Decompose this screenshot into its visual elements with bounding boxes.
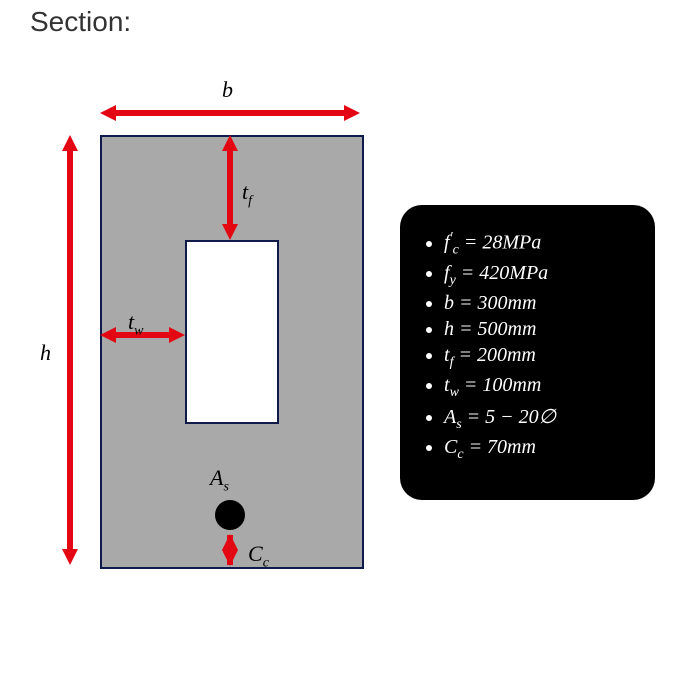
dim-h: h — [40, 340, 51, 366]
param-item-1: fy = 420MPa — [444, 262, 633, 289]
param-item-7: Cc = 70mm — [444, 436, 633, 463]
page-title: Section: — [30, 6, 131, 38]
param-item-0: f′c = 28MPa — [444, 230, 633, 259]
dim-tw: tw — [128, 309, 143, 339]
rebar-dot — [215, 500, 245, 530]
diagram-stage: b h tf tw Cc As f′c = 28MPa fy = 420MPa b = 300… — [0, 55, 673, 655]
param-item-4: tf = 200mm — [444, 344, 633, 371]
param-item-3: h = 500mm — [444, 318, 633, 341]
dim-cc: Cc — [248, 541, 269, 571]
param-item-5: tw = 100mm — [444, 374, 633, 401]
dim-b: b — [222, 77, 233, 103]
section-void — [185, 240, 279, 424]
parameter-panel: f′c = 28MPa fy = 420MPa b = 300mm h = 500mm… — [400, 205, 655, 500]
param-item-6: As = 5 − 20∅ — [444, 404, 633, 433]
dim-tf: tf — [242, 179, 252, 209]
param-item-2: b = 300mm — [444, 292, 633, 315]
label-As: As — [210, 465, 229, 495]
